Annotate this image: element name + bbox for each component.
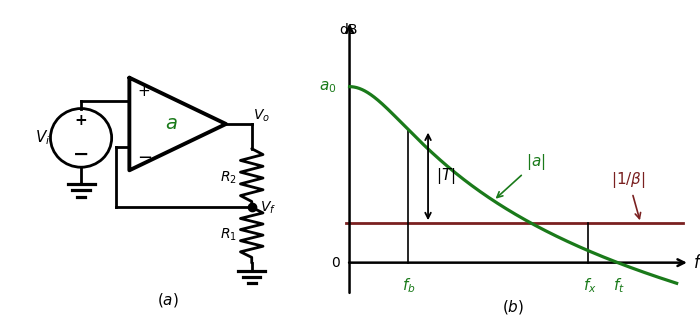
Text: $|1/\beta|$: $|1/\beta|$: [611, 170, 646, 219]
Text: $(b)$: $(b)$: [502, 298, 524, 316]
Text: $a$: $a$: [165, 114, 178, 134]
Text: $f_b$: $f_b$: [402, 276, 415, 294]
Text: $f_t$: $f_t$: [613, 276, 625, 294]
Text: $a_0$: $a_0$: [319, 79, 337, 95]
Text: $V_i$: $V_i$: [35, 128, 50, 147]
Text: $f$: $f$: [693, 254, 700, 272]
Text: $|T|$: $|T|$: [436, 166, 456, 187]
Text: $(a)$: $(a)$: [157, 291, 179, 309]
Text: −: −: [73, 145, 89, 164]
Text: $f_x$: $f_x$: [583, 276, 597, 294]
Text: dB: dB: [340, 23, 358, 37]
Text: 0: 0: [331, 256, 340, 270]
Text: $R_2$: $R_2$: [220, 170, 237, 186]
Text: +: +: [75, 113, 88, 128]
Text: $+$: $+$: [137, 84, 150, 99]
Text: $V_o$: $V_o$: [253, 108, 270, 124]
Text: $-$: $-$: [137, 148, 153, 165]
Text: $V_f$: $V_f$: [260, 199, 276, 215]
Text: $|a|$: $|a|$: [497, 152, 546, 198]
Text: $R_1$: $R_1$: [220, 227, 237, 243]
